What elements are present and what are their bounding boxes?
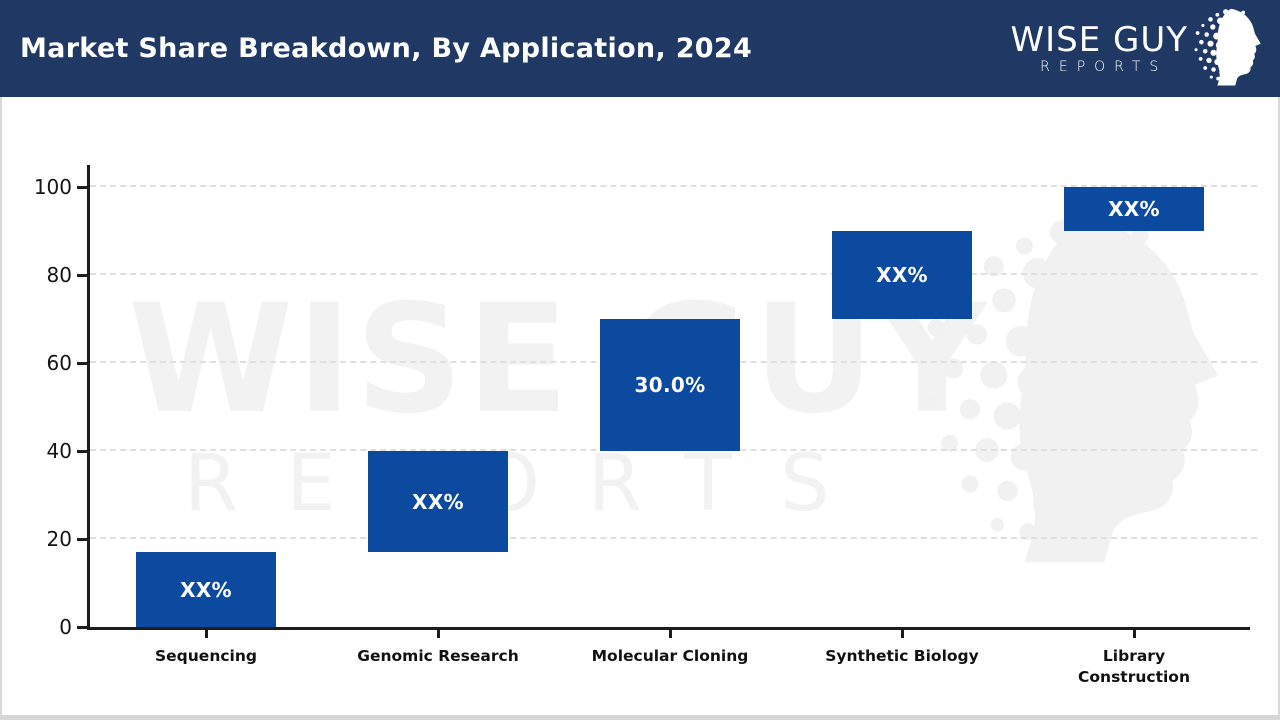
- y-tick-label-0: 0: [59, 615, 72, 639]
- x-tick-mark-synthetic-biology: [900, 630, 904, 638]
- bar-synthetic-biology: XX%: [832, 231, 972, 319]
- x-category-label-molecular-cloning: Molecular Cloning: [591, 647, 749, 665]
- wiseguy-face-icon: [1194, 8, 1261, 86]
- logo-reports-text: REPORTS: [1040, 59, 1168, 76]
- logo-text: WISE GUY REPORTS: [1010, 19, 1188, 76]
- header-bar: Market Share Breakdown, By Application, …: [0, 0, 1280, 97]
- gridline-20: [90, 537, 1257, 539]
- bar-value-label: XX%: [876, 263, 928, 287]
- y-tick-label-100: 100: [33, 175, 72, 199]
- bar-molecular-cloning: 30.0%: [600, 319, 740, 451]
- x-category-label-library-construction: Library Construction: [1078, 647, 1190, 686]
- bottom-border-strip: [0, 715, 1280, 720]
- x-category-label-synthetic-biology: Synthetic Biology: [825, 647, 979, 665]
- x-category-label-sequencing: Sequencing: [155, 647, 257, 665]
- plot-area: 0 20 40 60 80 100 XX% Sequencing XX% Genomic Rese…: [34, 165, 1257, 686]
- bar-library-construction: XX%: [1064, 187, 1204, 231]
- x-tick-mark-molecular-cloning: [668, 630, 672, 638]
- bar-sequencing: XX%: [136, 552, 276, 627]
- y-tick-label-60: 60: [46, 351, 72, 375]
- y-tick-mark-20: [77, 537, 87, 541]
- bar-value-label: XX%: [180, 577, 232, 602]
- y-tick-mark-80: [77, 273, 87, 277]
- y-tick-mark-100: [77, 185, 87, 189]
- gridline-100: [90, 185, 1257, 187]
- logo-wordmark: WISE GUY: [1010, 19, 1188, 60]
- bar-genomic-research: XX%: [368, 451, 508, 553]
- page-title: Market Share Breakdown, By Application, …: [20, 33, 753, 64]
- bar-value-label: XX%: [1108, 197, 1160, 221]
- y-tick-label-40: 40: [46, 439, 72, 463]
- x-category-label-genomic-research: Genomic Research: [357, 647, 519, 665]
- y-tick-mark-40: [77, 449, 87, 453]
- bar-value-label: 30.0%: [634, 373, 706, 397]
- y-tick-mark-60: [77, 361, 87, 365]
- y-tick-mark-0: [77, 625, 87, 629]
- bar-value-label: XX%: [412, 489, 464, 514]
- wiseguy-logo: WISE GUY REPORTS: [1010, 4, 1266, 94]
- gridline-80: [90, 273, 1257, 275]
- x-tick-mark-sequencing: [204, 630, 208, 638]
- x-tick-mark-library-construction: [1132, 630, 1136, 638]
- chart-area: WISE GUY REPORTS 0 20 40 60 80 100 XX% Sequenci…: [0, 97, 1280, 715]
- y-tick-label-80: 80: [46, 263, 72, 287]
- y-tick-label-20: 20: [46, 527, 72, 551]
- x-tick-mark-genomic-research: [436, 630, 440, 638]
